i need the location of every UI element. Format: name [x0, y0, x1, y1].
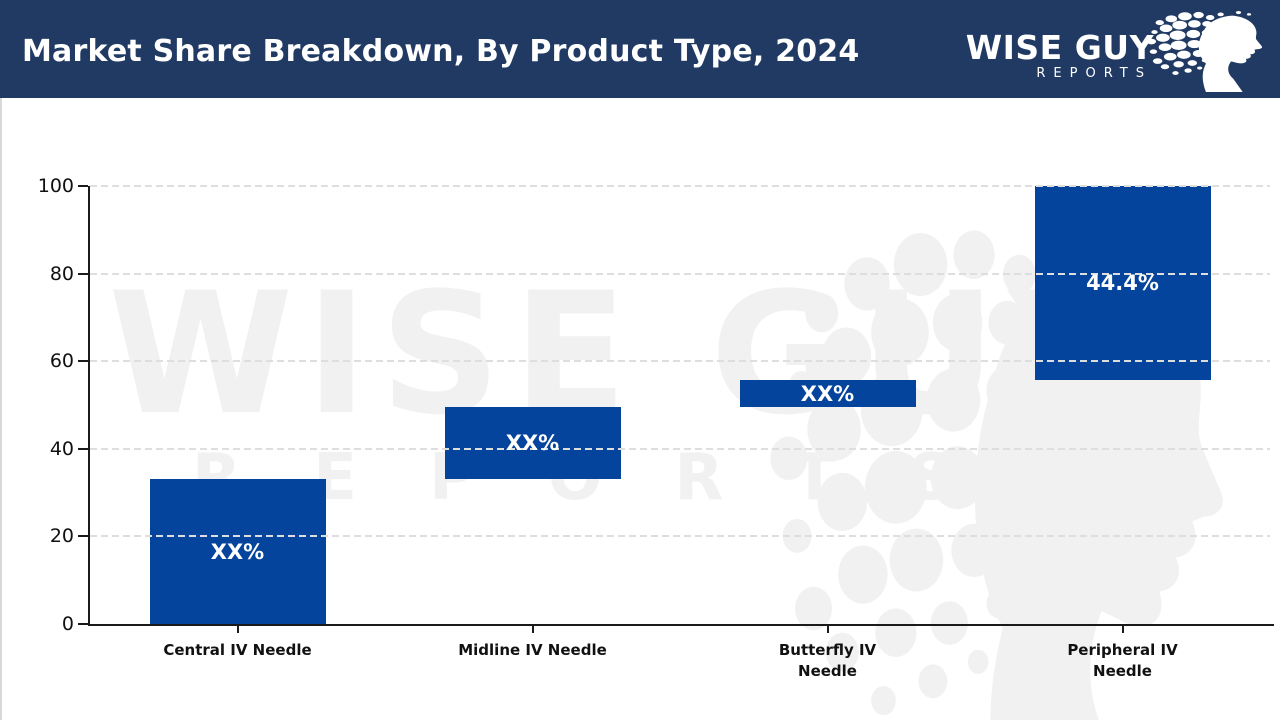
- wiseguy-logo: WISE GUY REPORTS: [966, 6, 1272, 94]
- y-tick-label: 0: [61, 613, 74, 635]
- y-tick-mark: [78, 185, 88, 187]
- x-axis-label: Midline IV Needle: [458, 641, 607, 659]
- gridline: [90, 535, 1270, 538]
- bar-segment: [444, 407, 621, 480]
- y-tick-label: 60: [49, 350, 74, 373]
- header-bar: Market Share Breakdown, By Product Type,…: [0, 0, 1280, 98]
- logo-wordmark: WISE GUY: [965, 28, 1154, 67]
- y-tick-label: 40: [49, 437, 74, 460]
- gridline: [90, 272, 1270, 275]
- bar-value-label: XX%: [800, 381, 855, 406]
- x-axis-label: Butterfly IV Needle: [778, 641, 877, 680]
- y-tick-label: 20: [49, 525, 74, 548]
- logo-subtext: REPORTS: [1036, 66, 1152, 81]
- x-tick-mark: [531, 624, 534, 633]
- x-axis-label: Central IV Needle: [163, 641, 312, 659]
- y-tick-mark: [78, 535, 88, 538]
- logo-face-icon: [1146, 10, 1263, 92]
- y-tick-mark: [78, 272, 88, 275]
- x-axis-line: [88, 624, 1274, 626]
- x-tick-mark: [236, 624, 239, 633]
- x-tick-mark: [826, 624, 829, 633]
- bar-value-label: XX%: [210, 539, 265, 564]
- y-tick-mark: [78, 447, 88, 450]
- bar-value-label: 44.4%: [1086, 271, 1159, 296]
- x-tick-mark: [1121, 624, 1124, 633]
- gridline: [90, 360, 1270, 363]
- gridline: [90, 447, 1270, 450]
- chart-area: WISE GUY REPORTS 020406080100XX%Central …: [2, 98, 1280, 720]
- page-title: Market Share Breakdown, By Product Type,…: [22, 34, 860, 69]
- y-tick-mark: [78, 360, 88, 363]
- x-axis-label: Peripheral IV Needle: [1067, 641, 1178, 680]
- gridline: [90, 185, 1270, 187]
- y-tick-label: 100: [37, 175, 74, 197]
- y-tick-label: 80: [49, 262, 74, 285]
- bar-segment: [149, 479, 326, 624]
- y-tick-mark: [78, 623, 88, 625]
- y-axis-line: [88, 186, 90, 626]
- bar-segment: [739, 380, 916, 408]
- bar-segment: [1034, 186, 1211, 381]
- bar-value-label: XX%: [505, 431, 560, 456]
